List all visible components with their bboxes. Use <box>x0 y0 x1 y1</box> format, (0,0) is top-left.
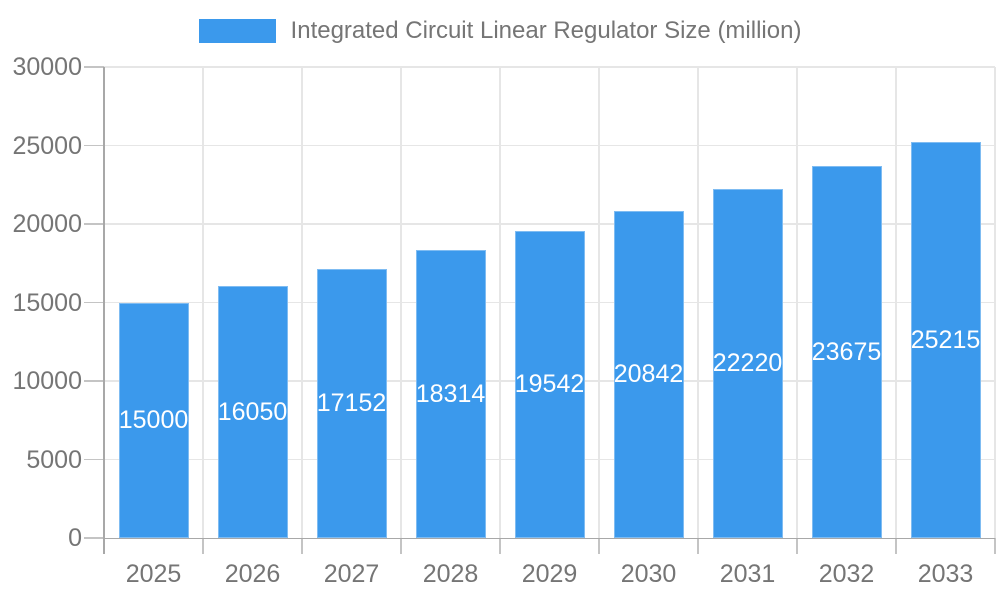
bar-value-label: 19542 <box>514 370 585 399</box>
bar-value-label: 17152 <box>316 388 387 417</box>
v-gridline <box>202 67 204 538</box>
x-axis-line <box>104 537 995 539</box>
x-axis-label: 2031 <box>719 560 776 588</box>
bar-2031[interactable]: 22220 <box>712 189 783 538</box>
bar-value-label: 16050 <box>217 397 288 426</box>
y-axis-label: 30000 <box>12 53 82 81</box>
x-axis-label: 2025 <box>125 560 182 588</box>
x-axis-tick <box>994 538 996 554</box>
v-gridline <box>400 67 402 538</box>
bar-2032[interactable]: 23675 <box>811 166 882 538</box>
y-axis-label: 20000 <box>12 210 82 238</box>
v-gridline <box>697 67 699 538</box>
x-axis-tick <box>301 538 303 554</box>
x-axis-tick <box>895 538 897 554</box>
y-axis-label: 0 <box>68 524 82 552</box>
y-axis-label: 5000 <box>26 445 82 474</box>
bar-2027[interactable]: 17152 <box>316 268 387 538</box>
y-axis-label: 15000 <box>12 288 82 317</box>
v-gridline <box>796 67 798 538</box>
bar-value-label: 15000 <box>118 405 189 434</box>
y-axis-tick <box>84 380 104 382</box>
x-axis-label: 2029 <box>521 560 578 588</box>
y-axis-tick <box>84 537 104 539</box>
x-axis-tick <box>598 538 600 554</box>
y-axis-tick <box>84 223 104 225</box>
y-axis-line <box>103 67 105 554</box>
bar-value-label: 25215 <box>910 325 981 354</box>
bar-2026[interactable]: 16050 <box>217 286 288 538</box>
x-axis-tick <box>400 538 402 554</box>
x-axis-tick <box>796 538 798 554</box>
bar-2030[interactable]: 20842 <box>613 210 684 538</box>
bar-2029[interactable]: 19542 <box>514 231 585 538</box>
x-axis-label: 2032 <box>818 560 875 588</box>
h-gridline <box>104 223 995 225</box>
x-axis-tick <box>202 538 204 554</box>
y-axis-tick <box>84 458 104 461</box>
chart-legend[interactable]: Integrated Circuit Linear Regulator Size… <box>0 14 1000 48</box>
v-gridline <box>895 67 897 538</box>
bar-value-label: 23675 <box>811 337 882 366</box>
y-axis-tick <box>84 301 104 304</box>
bar-2028[interactable]: 18314 <box>415 250 486 538</box>
x-axis-tick <box>499 538 501 554</box>
bar-2025[interactable]: 15000 <box>118 302 189 538</box>
legend-swatch[interactable] <box>198 19 276 43</box>
x-axis-label: 2033 <box>917 560 974 588</box>
v-gridline <box>598 67 600 538</box>
y-axis-tick <box>84 66 104 68</box>
x-axis-label: 2026 <box>224 560 281 588</box>
h-gridline <box>104 66 995 68</box>
plot-area: 15000 16050 17152 18314 19542 20842 22220 23675… <box>104 66 996 538</box>
x-axis-tick <box>697 538 699 554</box>
h-gridline <box>104 144 995 147</box>
bar-2033[interactable]: 25215 <box>910 142 981 538</box>
bar-value-label: 18314 <box>415 379 486 408</box>
y-axis-label: 25000 <box>12 131 82 160</box>
x-axis-label: 2028 <box>422 560 479 588</box>
v-gridline <box>301 67 303 538</box>
x-axis-label: 2030 <box>620 560 677 588</box>
y-axis-label: 10000 <box>12 367 82 395</box>
bar-value-label: 22220 <box>712 349 783 378</box>
bar-value-label: 20842 <box>613 359 684 388</box>
legend-series-label: Integrated Circuit Linear Regulator Size… <box>290 17 802 44</box>
y-axis-tick <box>84 144 104 147</box>
x-axis-label: 2027 <box>323 560 380 588</box>
v-gridline <box>499 67 501 538</box>
v-gridline <box>994 67 996 538</box>
